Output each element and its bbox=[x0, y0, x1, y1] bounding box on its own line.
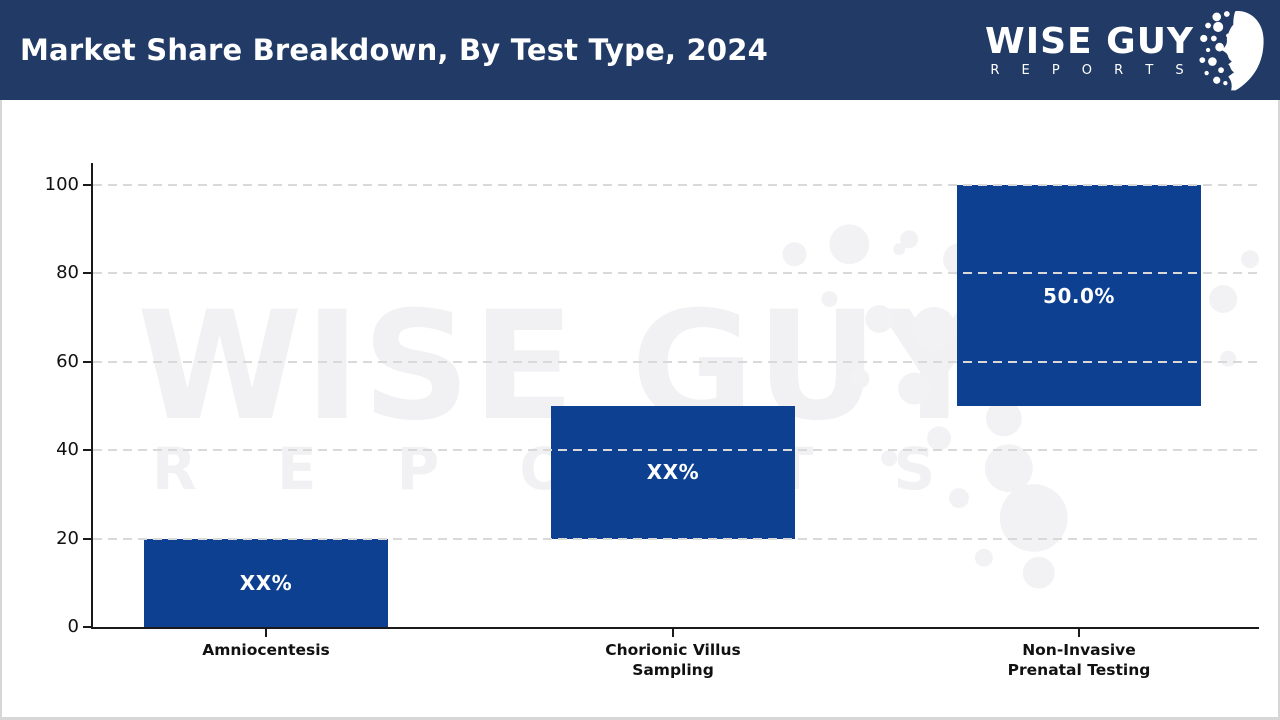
brand-text: WISE GUY R E P O R T S bbox=[984, 20, 1194, 78]
page-title: Market Share Breakdown, By Test Type, 20… bbox=[20, 33, 769, 67]
y-tick-label: 60 bbox=[56, 350, 79, 372]
y-tick bbox=[83, 184, 91, 186]
y-tick-label: 80 bbox=[56, 262, 79, 284]
y-tick bbox=[83, 537, 91, 540]
y-tick bbox=[83, 360, 91, 363]
gridline bbox=[93, 272, 1259, 275]
y-tick-label: 0 bbox=[67, 616, 79, 637]
header: Market Share Breakdown, By Test Type, 20… bbox=[0, 0, 1280, 100]
x-tick bbox=[265, 629, 267, 637]
y-tick bbox=[83, 272, 91, 275]
chart-area: WISE GUY R E P O R T S 020406080100XX%Am… bbox=[0, 100, 1280, 720]
bar: XX% bbox=[144, 538, 388, 627]
brand-head-icon bbox=[1199, 10, 1264, 91]
category-label: Amniocentesis bbox=[202, 641, 330, 659]
y-axis-spine bbox=[91, 163, 93, 629]
bar-value-label: XX% bbox=[239, 570, 293, 595]
y-tick bbox=[83, 626, 91, 628]
x-axis-spine bbox=[91, 627, 1259, 629]
bar: XX% bbox=[551, 406, 795, 539]
x-tick bbox=[672, 629, 674, 637]
bar-value-label: XX% bbox=[646, 460, 700, 485]
category-label: Non-Invasive Prenatal Testing bbox=[1007, 641, 1151, 679]
y-tick bbox=[83, 449, 91, 452]
bar: 50.0% bbox=[957, 185, 1201, 406]
gridline bbox=[93, 537, 1259, 540]
gridline bbox=[93, 449, 1259, 452]
y-tick-label: 100 bbox=[44, 174, 79, 195]
brand-name: WISE GUY bbox=[984, 20, 1194, 62]
y-tick-label: 40 bbox=[56, 439, 79, 461]
x-tick bbox=[1078, 629, 1080, 637]
bar-value-label: 50.0% bbox=[1043, 283, 1115, 308]
brand-logo: WISE GUY R E P O R T S bbox=[985, 0, 1270, 100]
gridline bbox=[93, 360, 1259, 363]
y-tick-label: 20 bbox=[56, 527, 79, 549]
gridline bbox=[93, 184, 1259, 186]
category-label: Chorionic Villus Sampling bbox=[605, 641, 741, 679]
plot: 0 20 40 60 80 100 XX% Amniocentesis XX% Chorionic… bbox=[2, 100, 1278, 717]
brand-reports: R E P O R T S bbox=[990, 62, 1193, 78]
